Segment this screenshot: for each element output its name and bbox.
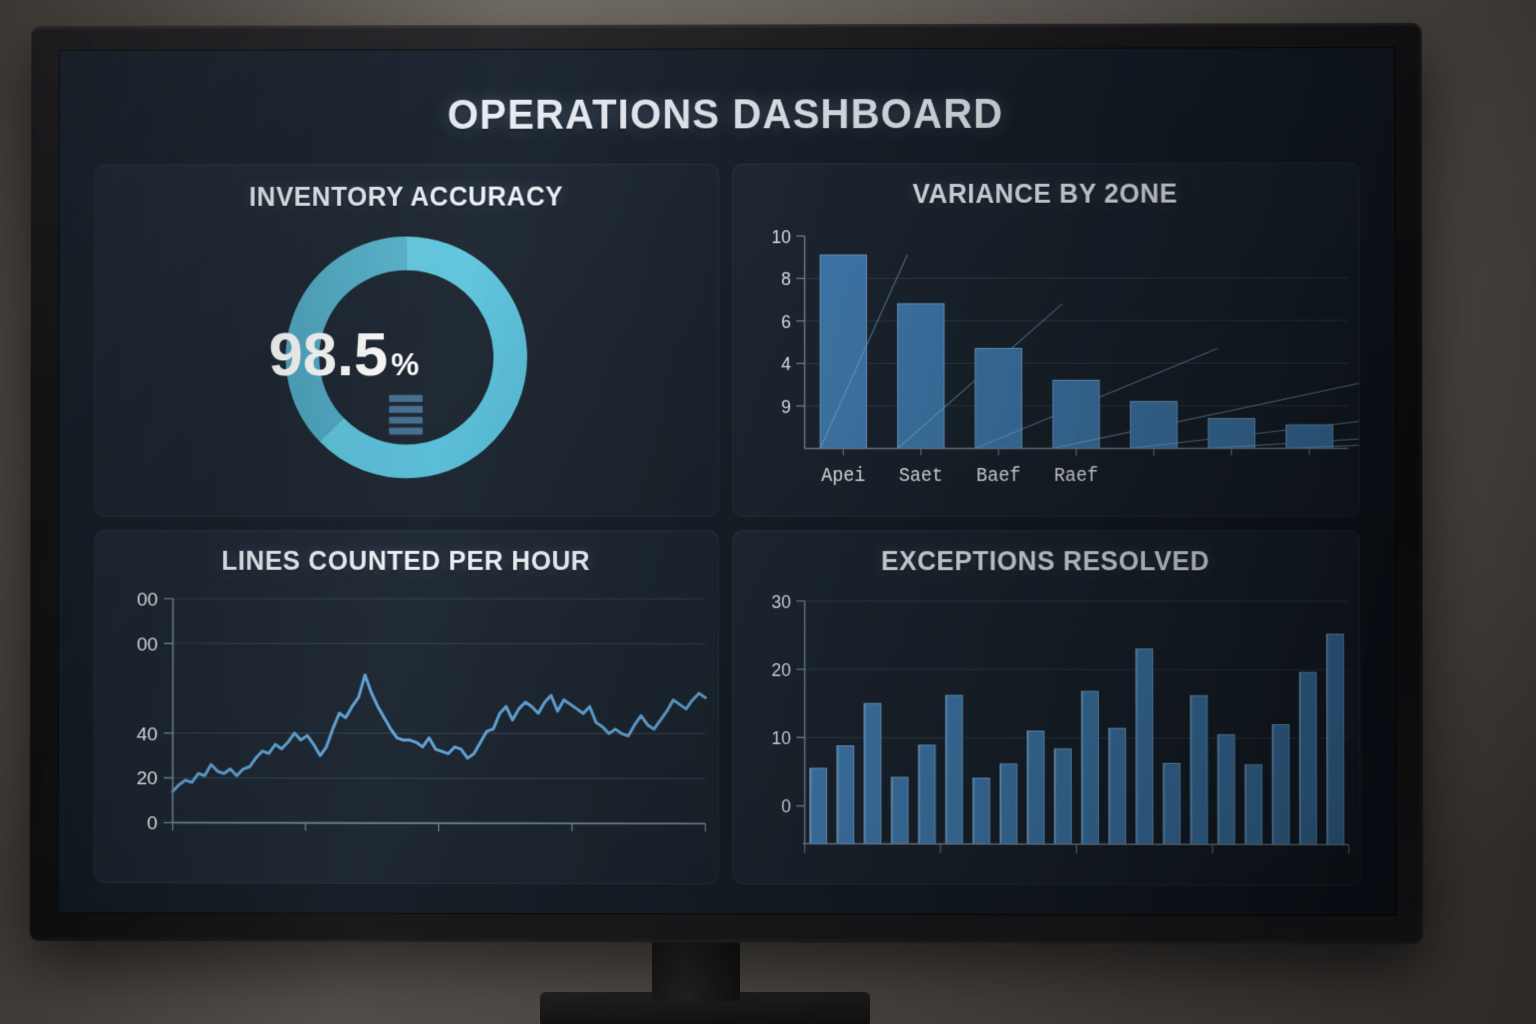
x-tick-label: Baef: [976, 465, 1020, 488]
bar[interactable]: [1217, 735, 1234, 845]
panel-title-inventory-accuracy: INVENTORY ACCURACY: [248, 180, 564, 212]
y-tick-label: 8: [781, 269, 791, 290]
y-tick-label: 0: [147, 814, 158, 835]
panel-title-variance-by-zone: VARIANCE BY 2ONE: [912, 177, 1178, 210]
bar[interactable]: [945, 695, 962, 844]
panel-title-exceptions-resolved: EXCEPTIONS RESOLVED: [881, 544, 1210, 577]
bar[interactable]: [1135, 649, 1152, 844]
donut-value: 98.5: [269, 320, 388, 389]
bar[interactable]: [1208, 419, 1255, 449]
bar-chart-variance-by-zone: 10 8 6 4 9 Apei Saet Baef Raef: [732, 217, 1359, 516]
bar[interactable]: [1108, 728, 1125, 844]
x-tick-label: Apei: [821, 465, 865, 488]
bar[interactable]: [1130, 402, 1177, 449]
y-tick-label: 6: [781, 311, 791, 332]
donut-arc-primary: [320, 236, 528, 480]
bar[interactable]: [972, 778, 989, 844]
panel-lines-counted-per-hour[interactable]: LINES COUNTED PER HOUR 00 00 40 20 0: [93, 529, 719, 885]
y-tick-label: 30: [771, 591, 790, 612]
bar[interactable]: [1052, 380, 1099, 448]
x-tick-label: Saet: [898, 465, 942, 488]
y-tick-label: 4: [781, 354, 791, 375]
panel-inventory-accuracy[interactable]: INVENTORY ACCURACY: [94, 163, 719, 518]
y-tick-label: 10: [771, 226, 790, 247]
y-tick-label: 00: [137, 634, 158, 655]
line-chart-lines-counted-per-hour: 00 00 40 20 0: [94, 585, 717, 884]
donut-arc-secondary: [286, 236, 408, 443]
donut-chart-inventory-accuracy: 98.5 %: [95, 218, 718, 516]
y-tick-label: 20: [137, 769, 158, 790]
y-tick-label: 40: [137, 724, 158, 745]
bar[interactable]: [1081, 691, 1098, 844]
y-tick-label: 00: [137, 590, 158, 611]
dashboard-grid: INVENTORY ACCURACY: [93, 162, 1361, 886]
bar[interactable]: [975, 348, 1022, 448]
bar[interactable]: [818, 254, 867, 449]
bar[interactable]: [1190, 696, 1207, 845]
bar[interactable]: [1163, 763, 1180, 844]
bar-chart-exceptions-resolved: 30 20 10 0: [732, 585, 1359, 885]
bar[interactable]: [1286, 425, 1333, 448]
bar[interactable]: [1299, 672, 1316, 844]
panel-title-lines-counted-per-hour: LINES COUNTED PER HOUR: [221, 544, 591, 577]
bar[interactable]: [1244, 765, 1261, 845]
y-tick-label: 9: [781, 396, 791, 417]
operations-dashboard: OPERATIONS DASHBOARD INVENTORY ACCURACY: [58, 47, 1397, 916]
bar[interactable]: [999, 764, 1016, 844]
line-series: [171, 674, 707, 795]
x-tick-label: Raef: [1054, 465, 1098, 488]
monitor-screen: OPERATIONS DASHBOARD INVENTORY ACCURACY: [57, 47, 1397, 916]
stacked-bars-icon: [389, 395, 424, 436]
y-tick-label: 20: [771, 660, 790, 681]
bar[interactable]: [1326, 634, 1343, 845]
panel-exceptions-resolved[interactable]: EXCEPTIONS RESOLVED 30 20 10 0: [731, 530, 1361, 886]
bar[interactable]: [1027, 731, 1044, 844]
y-tick-label: 0: [781, 796, 791, 817]
donut-unit: %: [391, 346, 419, 382]
monitor-bezel: OPERATIONS DASHBOARD INVENTORY ACCURACY: [29, 22, 1424, 945]
bar[interactable]: [836, 746, 853, 844]
bar[interactable]: [809, 768, 826, 843]
bar[interactable]: [891, 777, 908, 844]
y-tick-label: 10: [771, 728, 790, 749]
page-title: OPERATIONS DASHBOARD: [447, 90, 1004, 139]
bar[interactable]: [1272, 724, 1289, 844]
bar[interactable]: [895, 303, 944, 449]
panel-variance-by-zone[interactable]: VARIANCE BY 2ONE 10 8 6 4 9 Apei Saet Baef Raef: [731, 162, 1361, 518]
bar[interactable]: [864, 703, 881, 843]
bar[interactable]: [1054, 749, 1071, 844]
bar[interactable]: [918, 745, 935, 844]
